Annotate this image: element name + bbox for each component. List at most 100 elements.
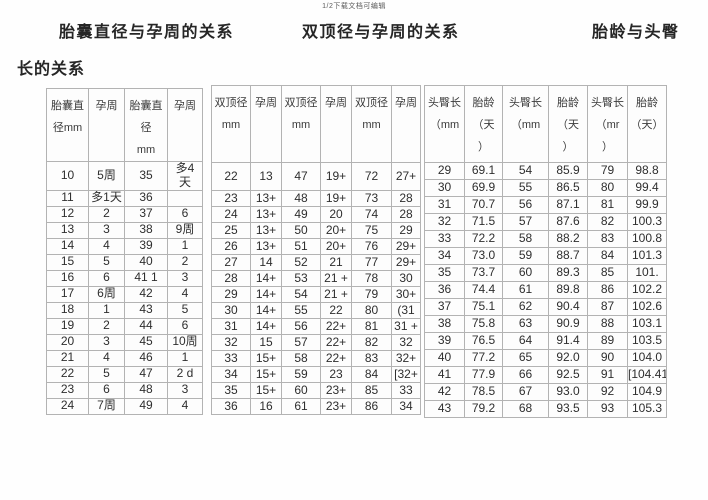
column-header: 双顶径 mm bbox=[351, 85, 392, 163]
table-cell: 55 bbox=[502, 179, 549, 197]
table-cell: 64 bbox=[502, 332, 549, 350]
table-cell: 68 bbox=[502, 400, 549, 418]
table-cell: 78.5 bbox=[464, 383, 503, 401]
table-row: 13 3 38 9周 bbox=[46, 221, 203, 239]
table-row: 36 74.4 61 89.8 86 102.2 bbox=[424, 281, 667, 299]
table-row: 25 13+ 50 20+ 75 29 bbox=[211, 222, 421, 239]
table-cell: 76.5 bbox=[464, 332, 503, 350]
table-cell: 79 bbox=[587, 162, 628, 180]
table-cell: 14+ bbox=[250, 286, 282, 303]
table-cell: 35 bbox=[211, 382, 251, 399]
table-row: 20 3 45 10周 bbox=[46, 333, 203, 351]
table-cell: 2 bbox=[88, 317, 125, 335]
table-row: 15 5 40 2 bbox=[46, 253, 203, 271]
table-cell: 100.8 bbox=[627, 230, 667, 248]
table-cell: 89 bbox=[587, 332, 628, 350]
table-cell: 28 bbox=[391, 190, 421, 207]
column-header: 头臀长 （mm bbox=[502, 85, 549, 163]
column-header: 孕周 bbox=[88, 88, 125, 162]
table-cell: 75 bbox=[351, 222, 392, 239]
crown-rump-length-table: 头臀长 （mm 胎龄 （天 ）头臀长 （mm 胎龄 （天 ）头臀长 （mr ）胎龄 … bbox=[424, 85, 667, 418]
table-cell: 31 bbox=[424, 196, 465, 214]
table-cell: 3 bbox=[167, 381, 203, 399]
table-cell: 5 bbox=[167, 301, 203, 319]
table-cell: 4 bbox=[88, 349, 125, 367]
table-cell: 18 bbox=[46, 301, 89, 319]
table-cell: 103.1 bbox=[627, 315, 667, 333]
table-cell: 48 bbox=[281, 190, 321, 207]
table-cell: 41 bbox=[424, 366, 465, 384]
table-cell: 87 bbox=[587, 298, 628, 316]
table-cell: 43 bbox=[424, 400, 465, 418]
table-cell: 48 bbox=[124, 381, 168, 399]
table-cell: 57 bbox=[281, 334, 321, 351]
table-cell: 29+ bbox=[391, 254, 421, 271]
table-cell: 55 bbox=[281, 302, 321, 319]
table-cell: 14+ bbox=[250, 270, 282, 287]
table-cell: 89.3 bbox=[548, 264, 588, 282]
table-cell: 36 bbox=[424, 281, 465, 299]
table-cell: 69.1 bbox=[464, 162, 503, 180]
table-row: 34 15+ 59 23 84 [32+ bbox=[211, 366, 421, 383]
table-cell: 24 bbox=[46, 397, 89, 415]
table-row: 24 13+ 49 20 74 28 bbox=[211, 206, 421, 223]
table-row: 37 75.1 62 90.4 87 102.6 bbox=[424, 298, 667, 316]
table-cell: 23+ bbox=[320, 398, 352, 415]
table-cell: 50 bbox=[281, 222, 321, 239]
table-cell: 34 bbox=[424, 247, 465, 265]
table-cell: 23 bbox=[211, 190, 251, 207]
table-cell: 87.1 bbox=[548, 196, 588, 214]
table-cell: 77 bbox=[351, 254, 392, 271]
table-cell: 24 bbox=[211, 206, 251, 223]
table-cell: 85 bbox=[351, 382, 392, 399]
table-cell: 30 bbox=[211, 302, 251, 319]
table-cell: 90.4 bbox=[548, 298, 588, 316]
table-cell: 82 bbox=[587, 213, 628, 231]
table-cell: 6 bbox=[88, 269, 125, 287]
table-cell: 54 bbox=[281, 286, 321, 303]
table-cell: 105.3 bbox=[627, 400, 667, 418]
column-header: 孕周 bbox=[167, 88, 203, 162]
table-cell: 66 bbox=[502, 366, 549, 384]
table-cell: 81 bbox=[351, 318, 392, 335]
table-cell: 82 bbox=[351, 334, 392, 351]
table-cell: 29 bbox=[424, 162, 465, 180]
table-cell: 31 bbox=[211, 318, 251, 335]
table-cell: 15+ bbox=[250, 350, 282, 367]
table-cell: 90 bbox=[587, 349, 628, 367]
table-row: 33 72.2 58 88.2 83 100.8 bbox=[424, 230, 667, 248]
table-cell: 4 bbox=[88, 237, 125, 255]
table-cell: 23 bbox=[46, 381, 89, 399]
table-cell: 91.4 bbox=[548, 332, 588, 350]
table-cell: 11 bbox=[46, 189, 89, 207]
table-cell: 45 bbox=[124, 333, 168, 351]
table-cell: 77.2 bbox=[464, 349, 503, 367]
table-cell: 41 1 bbox=[124, 269, 168, 287]
table-cell: 83 bbox=[587, 230, 628, 248]
table-cell: 73.0 bbox=[464, 247, 503, 265]
table-cell: 92 bbox=[587, 383, 628, 401]
table-cell: 10周 bbox=[167, 333, 203, 351]
table-cell: 22 bbox=[320, 302, 352, 319]
table-cell: 23+ bbox=[320, 382, 352, 399]
table-cell: 38 bbox=[124, 221, 168, 239]
table-cell: 60 bbox=[281, 382, 321, 399]
table-cell: 62 bbox=[502, 298, 549, 316]
table-cell: 61 bbox=[281, 398, 321, 415]
table-cell: 34 bbox=[391, 398, 421, 415]
table-cell: 14 bbox=[46, 237, 89, 255]
table-cell: 29 bbox=[211, 286, 251, 303]
table-row: 38 75.8 63 90.9 88 103.1 bbox=[424, 315, 667, 333]
table-cell: 多1天 bbox=[88, 189, 125, 207]
table-cell: 21 bbox=[320, 254, 352, 271]
table-cell: 37 bbox=[124, 205, 168, 223]
table-cell: 2 bbox=[167, 253, 203, 271]
column-header: 胎囊直 径 mm bbox=[124, 88, 168, 162]
table-cell: 14+ bbox=[250, 302, 282, 319]
table-row: 23 6 48 3 bbox=[46, 381, 203, 399]
biparietal-diameter-table: 双顶径 mm 孕周 双顶径 mm 孕周 双顶径 mm 孕周 22 13 47 19+ 72 27+ 2… bbox=[211, 85, 421, 415]
table-cell: 61 bbox=[502, 281, 549, 299]
table-cell: 101. bbox=[627, 264, 667, 282]
column-header: 胎龄 （天） bbox=[627, 85, 667, 163]
table-cell: 60 bbox=[502, 264, 549, 282]
